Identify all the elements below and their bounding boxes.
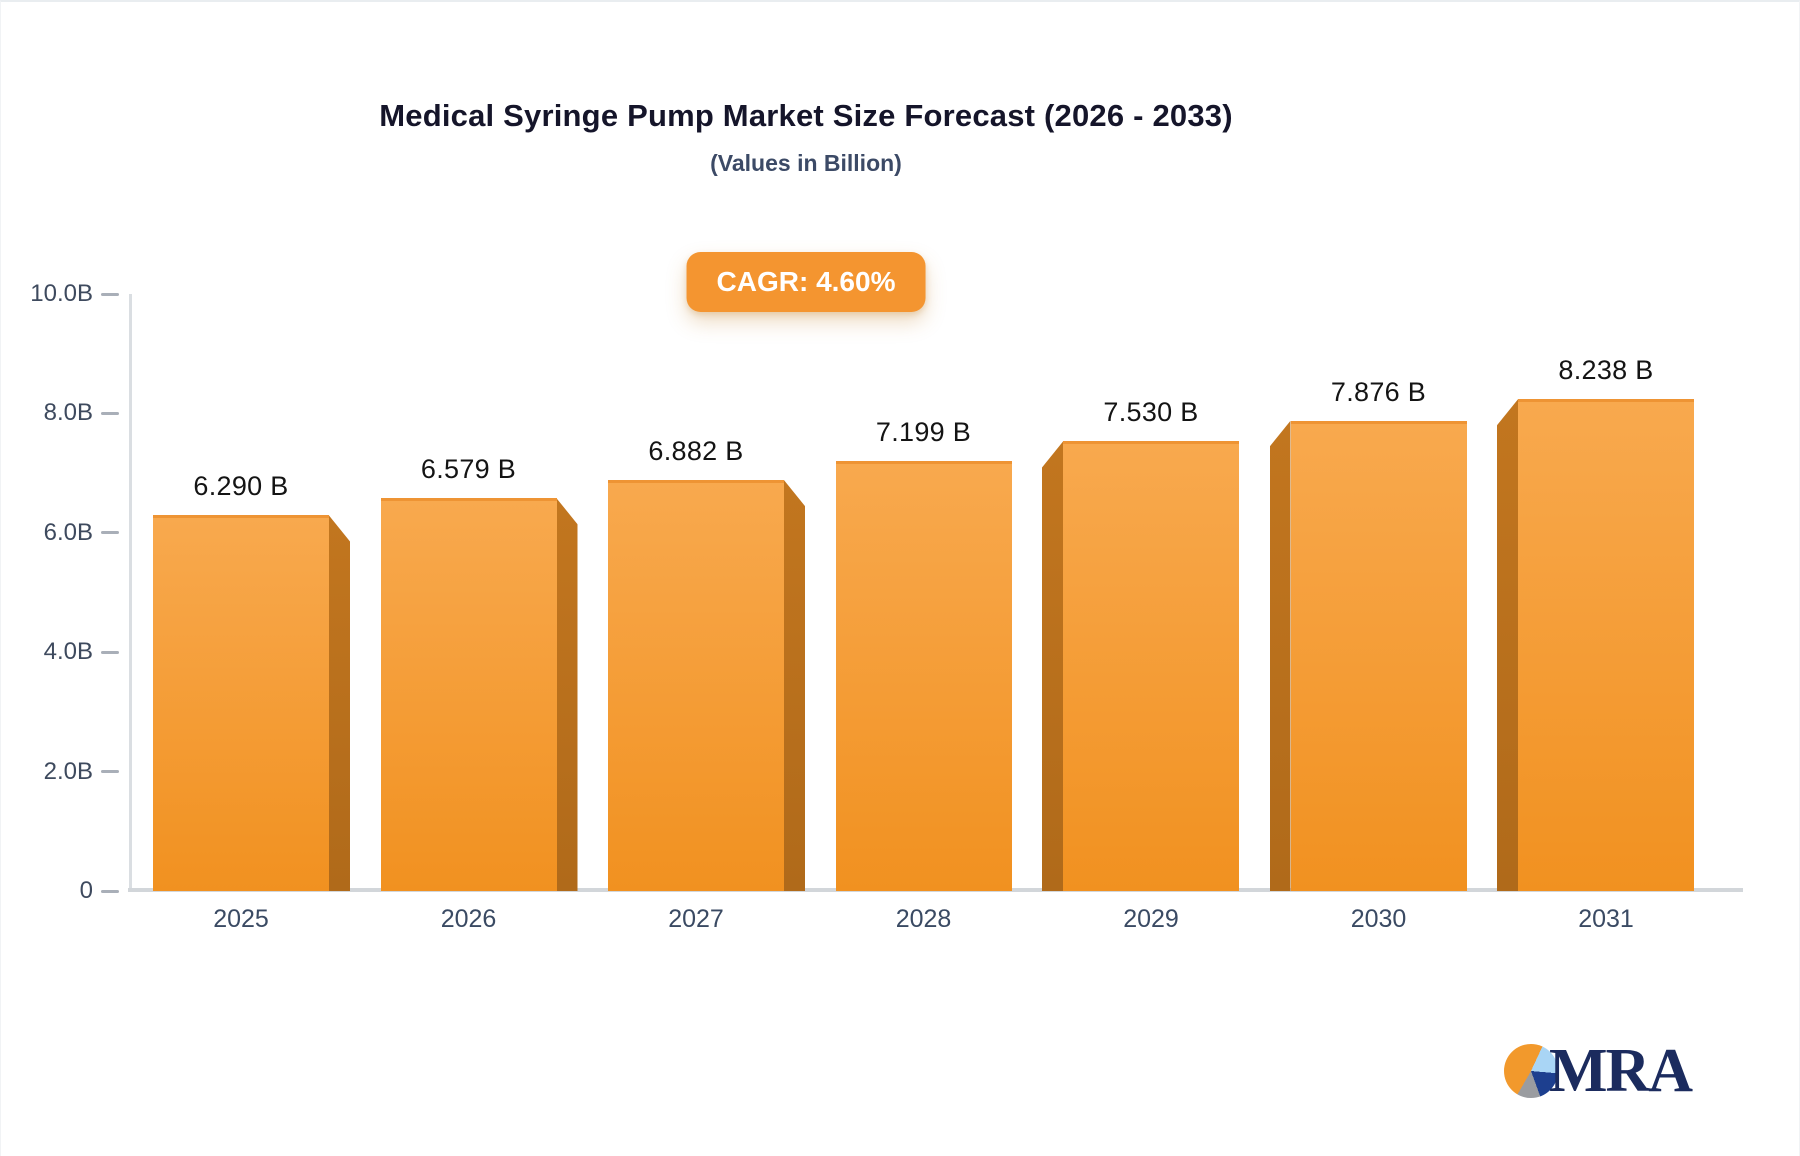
bar-side-2030	[1269, 420, 1291, 891]
bar-side-2027	[784, 480, 805, 891]
chart-title: Medical Syringe Pump Market Size Forecas…	[379, 98, 1233, 133]
y-tick-label: 8.0B	[43, 399, 93, 427]
bar-side-2025	[329, 515, 350, 891]
x-axis-label-2025: 2025	[213, 905, 269, 933]
logo-text: MRA	[1549, 1037, 1693, 1105]
chart-subtitle: (Values in Billion)	[710, 150, 902, 176]
y-tick-mark	[101, 531, 119, 535]
x-axis-label-2028: 2028	[895, 905, 952, 933]
bar-value-label: 6.882 B	[648, 436, 744, 467]
x-axis-label-2026: 2026	[440, 905, 497, 933]
x-axis-label-2029: 2029	[1123, 905, 1179, 933]
y-tick-mark	[101, 411, 119, 415]
bar-2031	[1518, 399, 1694, 891]
pie-chart-logo-icon	[1504, 1044, 1558, 1098]
y-tick-mark	[101, 292, 119, 296]
bar-side-2029	[1042, 441, 1063, 891]
bar-2026	[380, 498, 557, 891]
bar-2030	[1290, 420, 1467, 891]
bar-value-label: 8.238 B	[1558, 355, 1654, 386]
y-tick-mark	[101, 889, 119, 893]
x-axis-label-2031: 2031	[1578, 905, 1634, 933]
y-tick-label: 10.0B	[30, 280, 93, 307]
bar-side-2031	[1497, 399, 1518, 891]
bar-2027	[608, 480, 784, 891]
bar-2025	[153, 515, 329, 891]
bar-value-label: 7.530 B	[1103, 397, 1199, 428]
bar-value-label: 7.876 B	[1330, 376, 1427, 407]
mra-logo: MRA	[1504, 1037, 1693, 1105]
bar-value-label: 7.199 B	[875, 417, 972, 448]
bar-2029	[1063, 441, 1239, 891]
x-axis-label-2030: 2030	[1350, 905, 1407, 933]
x-axis-label-2027: 2027	[668, 905, 724, 933]
y-tick-label: 2.0B	[43, 757, 93, 785]
bar-2028	[835, 461, 1012, 891]
y-tick-mark	[101, 650, 119, 654]
y-axis-line	[129, 294, 132, 891]
y-tick-label: 4.0B	[43, 638, 93, 666]
bar-value-label: 6.579 B	[420, 454, 517, 485]
bar-side-2026	[556, 498, 578, 891]
y-tick-label: 0	[79, 877, 93, 904]
bar-value-label: 6.290 B	[193, 471, 289, 502]
y-tick-label: 6.0B	[43, 518, 93, 546]
y-tick-mark	[101, 770, 119, 774]
cagr-badge: CAGR: 4.60%	[686, 252, 926, 312]
